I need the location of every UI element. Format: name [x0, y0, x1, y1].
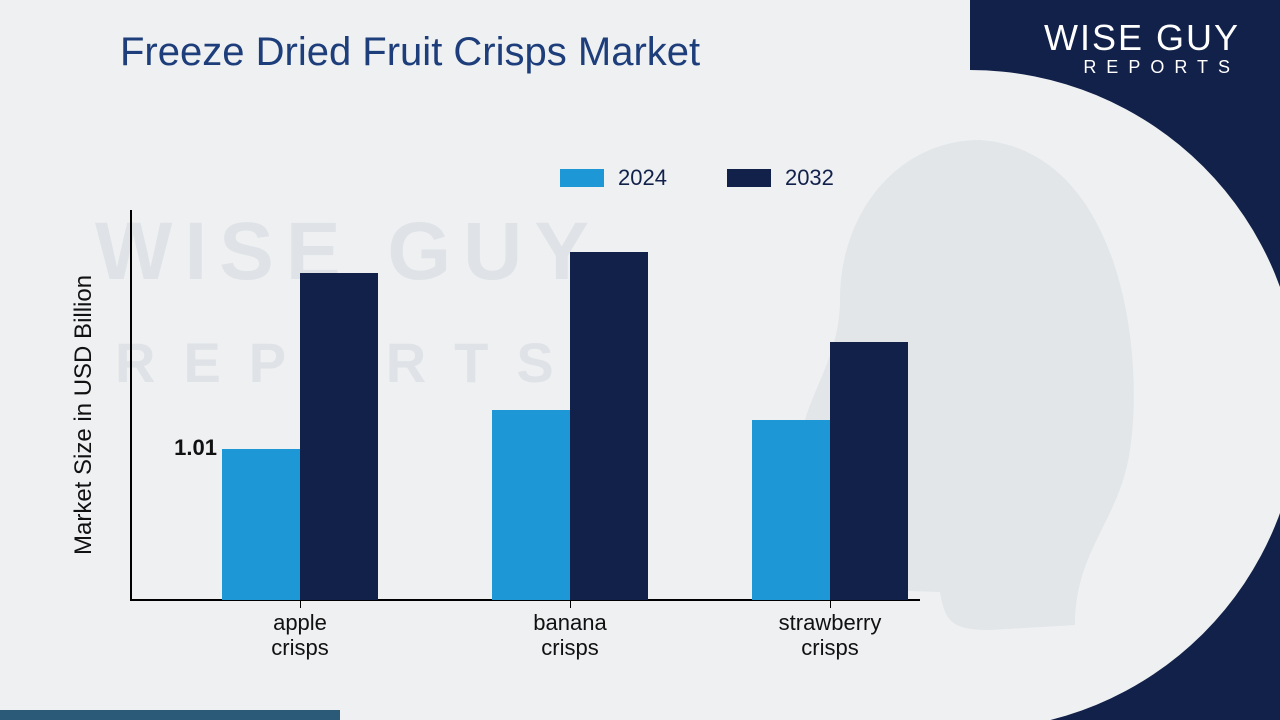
bar-0-0 [222, 449, 300, 601]
legend-swatch-2024 [560, 169, 604, 187]
legend-item-2032: 2032 [727, 165, 834, 191]
legend-label-2024: 2024 [618, 165, 667, 191]
chart-legend: 2024 2032 [560, 165, 834, 191]
bar-2-0 [752, 420, 830, 600]
chart-canvas: WISE GUY REPORTS Freeze Dried Fruit Cris… [0, 0, 1280, 720]
x-tick-1 [570, 600, 571, 608]
x-label-1: banana crisps [490, 610, 650, 661]
legend-item-2024: 2024 [560, 165, 667, 191]
bar-2-1 [830, 342, 908, 600]
logo-line1: WISE GUY [1044, 20, 1240, 56]
brand-logo: WISE GUY REPORTS [1044, 20, 1240, 76]
x-tick-2 [830, 600, 831, 608]
bar-value-label: 1.01 [147, 435, 217, 461]
y-axis-line [130, 210, 132, 600]
footer-accent-bar [0, 710, 340, 720]
chart-plot-area: apple crispsbanana crispsstrawberry cris… [130, 210, 920, 600]
x-label-0: apple crisps [220, 610, 380, 661]
logo-line2: REPORTS [1044, 58, 1240, 76]
legend-label-2032: 2032 [785, 165, 834, 191]
bar-0-1 [300, 273, 378, 600]
bar-1-1 [570, 252, 648, 600]
bar-1-0 [492, 410, 570, 601]
chart-title: Freeze Dried Fruit Crisps Market [120, 30, 700, 75]
x-label-2: strawberry crisps [750, 610, 910, 661]
x-tick-0 [300, 600, 301, 608]
legend-swatch-2032 [727, 169, 771, 187]
y-axis-title: Market Size in USD Billion [70, 275, 98, 555]
